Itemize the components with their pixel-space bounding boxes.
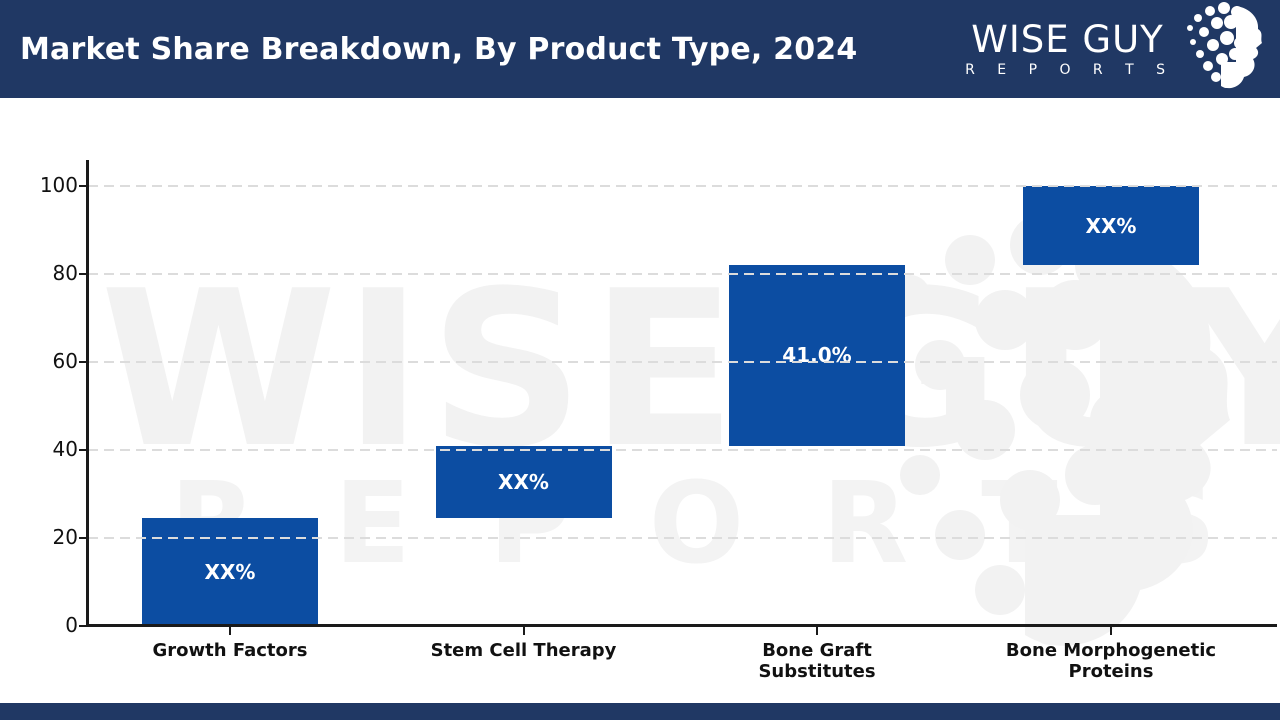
x-axis-line [86, 624, 1277, 627]
gridline [88, 361, 1277, 363]
bar-segment: XX% [1023, 186, 1199, 266]
y-tick-label: 100 [39, 173, 78, 197]
bar-value-label: XX% [1085, 213, 1137, 238]
y-tick-label: 40 [52, 437, 78, 461]
y-tick-mark [79, 625, 88, 627]
y-tick-mark [79, 361, 88, 363]
bar-segment: XX% [142, 518, 318, 626]
y-tick-label: 80 [52, 261, 78, 285]
bar-value-label: XX% [204, 560, 256, 585]
footer-bar [0, 703, 1280, 720]
bar-segment: XX% [435, 445, 612, 519]
y-tick-label: 20 [52, 525, 78, 549]
y-tick-mark [79, 449, 88, 451]
x-category-label: Bone Morphogenetic Proteins [1005, 640, 1217, 682]
gridline [88, 185, 1277, 187]
logo-wordmark: WISE GUY [971, 18, 1164, 61]
gridline [88, 449, 1277, 451]
bar-value-label: XX% [498, 469, 549, 494]
y-tick-label: 60 [52, 349, 78, 373]
wiseguy-logo-text: WISE GUY R E P O R T S [961, 21, 1174, 77]
y-tick-mark [79, 273, 88, 275]
bar-value-label: 41.0% [782, 343, 852, 368]
header-bar: Market Share Breakdown, By Product Type,… [0, 0, 1280, 98]
wiseguy-logo: WISE GUY R E P O R T S [961, 2, 1266, 96]
wiseguy-head-logo-icon [1180, 2, 1266, 96]
y-tick-mark [79, 185, 88, 187]
x-tick-mark [229, 627, 231, 635]
gridline [88, 273, 1277, 275]
y-axis-line [86, 160, 89, 627]
y-tick-label: 0 [65, 613, 78, 637]
x-tick-mark [522, 627, 525, 635]
x-tick-mark [1110, 627, 1112, 635]
bar-segment: 41.0% [729, 265, 905, 446]
gridline [88, 537, 1277, 539]
page-title: Market Share Breakdown, By Product Type,… [20, 31, 858, 67]
x-category-label: Stem Cell Therapy [430, 640, 617, 661]
y-tick-mark [79, 537, 88, 539]
logo-subtitle: R E P O R T S [965, 62, 1174, 78]
x-tick-mark [816, 627, 818, 635]
x-category-label: Bone Graft Substitutes [758, 640, 876, 682]
x-category-label: Growth Factors [152, 640, 308, 661]
